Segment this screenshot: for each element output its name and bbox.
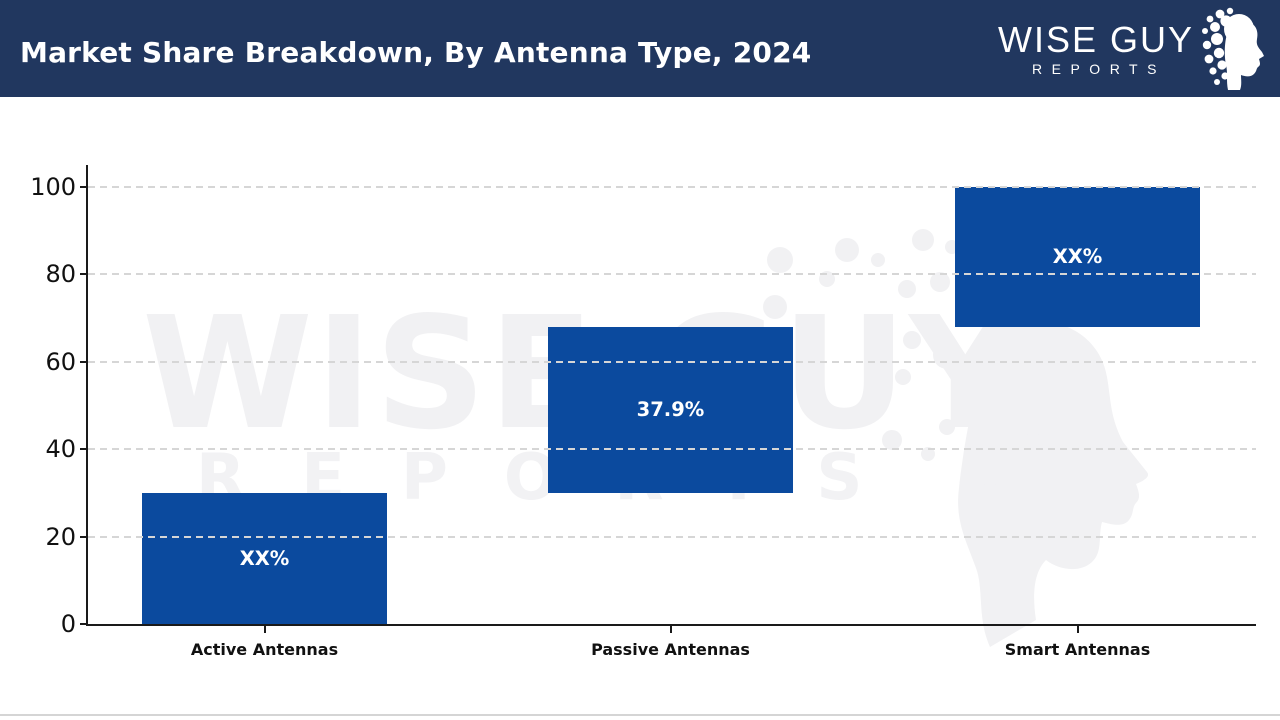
x-category-label: Smart Antennas	[1004, 640, 1151, 659]
x-axis-line	[86, 624, 1256, 626]
y-tick-40	[80, 448, 88, 450]
y-tick-label: 60	[45, 347, 76, 376]
y-tick-60	[80, 360, 88, 363]
gridline-y-20	[88, 535, 1256, 538]
x-category-label: Passive Antennas	[591, 640, 750, 659]
chart-area: WISE GUY REPORTS 020406080100XX%37.9%XX%…	[0, 97, 1280, 720]
logo-wordmark-bottom: REPORTS	[1032, 60, 1166, 77]
x-tick-1	[263, 626, 266, 633]
y-tick-label: 80	[45, 260, 76, 288]
header-bar: Market Share Breakdown, By Antenna Type,…	[0, 0, 1280, 97]
logo-wordmark-top: WISE GUY	[997, 18, 1194, 60]
page-title: Market Share Breakdown, By Antenna Type,…	[20, 36, 812, 69]
gridline-y-80	[88, 273, 1256, 275]
gridline-y-60	[88, 360, 1256, 363]
y-tick-100	[80, 185, 88, 188]
y-tick-80	[80, 273, 88, 275]
y-tick-20	[80, 535, 88, 538]
bar-value-label: XX%	[239, 546, 290, 570]
y-axis-line	[86, 164, 88, 626]
bar-value-label: XX%	[1052, 245, 1103, 269]
x-tick-3	[1076, 626, 1079, 633]
gridline-y-100	[88, 185, 1256, 188]
y-tick-0	[80, 623, 88, 625]
bar-value-label: 37.9%	[636, 398, 705, 422]
y-tick-label: 40	[45, 435, 76, 463]
y-tick-label: 100	[30, 172, 76, 201]
y-tick-label: 20	[45, 522, 76, 551]
x-category-label: Active Antennas	[190, 640, 339, 659]
footer-divider	[0, 714, 1280, 716]
bar-active-antennas: XX%	[142, 492, 387, 624]
x-tick-2	[669, 626, 672, 633]
bar-passive-antennas: 37.9%	[548, 326, 793, 493]
logo-face-icon	[1202, 7, 1264, 90]
y-tick-label: 0	[60, 610, 76, 638]
bar-smart-antennas: XX%	[955, 186, 1200, 327]
wise-guy-logo: WISE GUY REPORTS	[998, 7, 1266, 91]
gridline-y-40	[88, 448, 1256, 450]
logo-wordmark: WISE GUY REPORTS	[997, 18, 1194, 77]
